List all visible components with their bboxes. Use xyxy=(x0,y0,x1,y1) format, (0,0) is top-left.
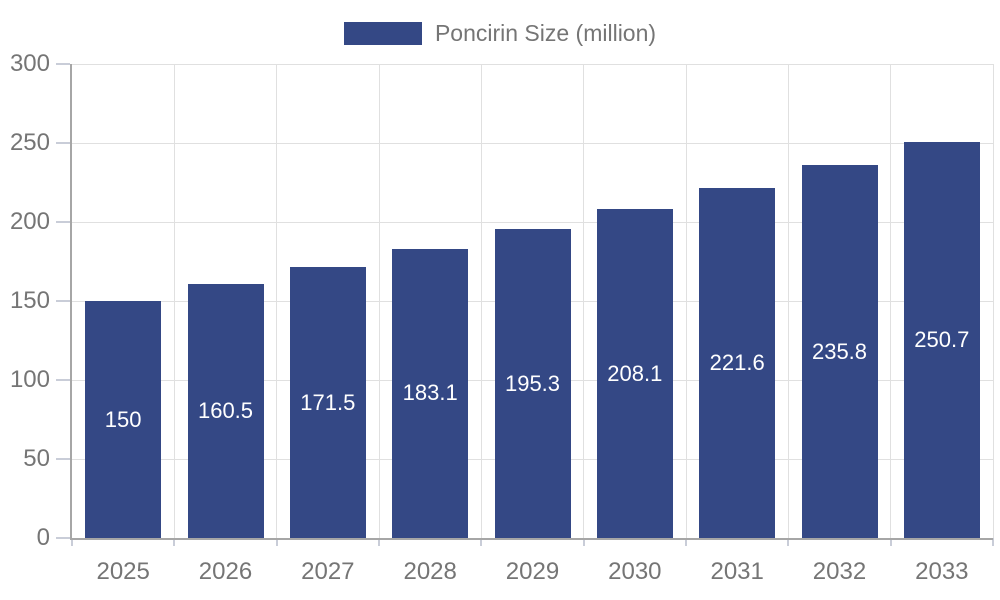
vertical-gridline xyxy=(890,64,892,538)
x-axis-tick-mark xyxy=(480,538,483,546)
vertical-gridline xyxy=(480,64,482,538)
y-axis-tick-mark xyxy=(56,142,70,144)
x-axis-tick-mark xyxy=(378,538,380,546)
bar[interactable]: 160.5 xyxy=(187,284,264,538)
legend[interactable]: Poncirin Size (million) xyxy=(0,20,1000,47)
vertical-gridline xyxy=(173,64,175,538)
vertical-gridline xyxy=(685,64,687,538)
bar[interactable]: 195.3 xyxy=(494,229,571,538)
bar[interactable]: 171.5 xyxy=(289,267,366,538)
x-axis-tick-label: 2033 xyxy=(915,558,969,585)
bar-value-label: 250.7 xyxy=(914,326,970,352)
vertical-gridline xyxy=(787,64,789,538)
horizontal-gridline xyxy=(72,63,993,65)
x-axis-tick-mark xyxy=(787,538,790,546)
y-axis-tick-mark xyxy=(56,63,70,65)
bar[interactable]: 150 xyxy=(85,301,162,538)
x-axis-line xyxy=(70,538,993,540)
legend-label: Poncirin Size (million) xyxy=(434,20,657,46)
x-axis-tick-label: 2029 xyxy=(505,558,560,585)
horizontal-gridline xyxy=(72,221,993,223)
bar-value-label: 183.1 xyxy=(402,380,458,406)
x-axis-tick-label: 2032 xyxy=(812,558,867,585)
bar-value-label: 235.8 xyxy=(811,338,868,364)
vertical-gridline xyxy=(583,64,585,538)
x-axis-tick-mark xyxy=(71,538,73,546)
y-axis-tick-label: 50 xyxy=(23,445,50,472)
x-axis-tick-mark xyxy=(685,538,687,546)
x-axis-tick-mark xyxy=(582,538,585,546)
bar-value-label: 208.1 xyxy=(607,360,663,386)
horizontal-gridline xyxy=(72,142,993,144)
vertical-gridline xyxy=(378,64,380,538)
x-axis-tick-mark xyxy=(275,538,278,546)
bar[interactable]: 208.1 xyxy=(596,209,673,538)
bar[interactable]: 183.1 xyxy=(392,248,469,538)
bar[interactable]: 235.8 xyxy=(801,165,878,538)
plot-area: 0 50 100 150 200 250 300 150 2025 160.5 2026 171.5 2… xyxy=(10,50,994,585)
y-axis-tick-label: 300 xyxy=(9,50,50,77)
vertical-gridline xyxy=(276,64,278,538)
x-axis-tick-label: 2026 xyxy=(198,558,253,585)
y-axis-tick-mark xyxy=(56,300,70,302)
x-axis-tick-mark xyxy=(992,538,994,546)
y-axis-tick-label: 200 xyxy=(9,208,50,235)
y-axis-tick-label: 0 xyxy=(36,524,50,551)
x-axis-tick-label: 2028 xyxy=(403,558,457,585)
bar-value-label: 150 xyxy=(104,406,142,432)
bar[interactable]: 221.6 xyxy=(699,187,776,538)
y-axis-line xyxy=(70,64,72,538)
y-axis-tick-mark xyxy=(56,537,70,539)
y-axis-tick-label: 250 xyxy=(9,129,50,156)
y-axis-tick-label: 150 xyxy=(9,287,50,314)
x-axis-tick-label: 2031 xyxy=(710,558,764,585)
bar-value-label: 160.5 xyxy=(197,398,254,424)
vertical-gridline xyxy=(992,64,994,538)
y-axis-tick-mark xyxy=(56,379,70,381)
bar-value-label: 171.5 xyxy=(300,389,356,415)
x-axis-tick-mark xyxy=(889,538,892,546)
x-axis-tick-label: 2030 xyxy=(608,558,662,585)
x-axis-tick-label: 2025 xyxy=(96,558,150,585)
y-axis-tick-mark xyxy=(56,458,70,460)
bar-value-label: 195.3 xyxy=(504,370,561,396)
x-axis-tick-label: 2027 xyxy=(301,558,355,585)
y-axis-tick-label: 100 xyxy=(9,366,50,393)
bar-value-label: 221.6 xyxy=(709,349,765,375)
bar[interactable]: 250.7 xyxy=(903,141,980,538)
legend-swatch xyxy=(343,22,422,45)
x-axis-tick-mark xyxy=(173,538,176,546)
y-axis-tick-mark xyxy=(56,221,70,223)
